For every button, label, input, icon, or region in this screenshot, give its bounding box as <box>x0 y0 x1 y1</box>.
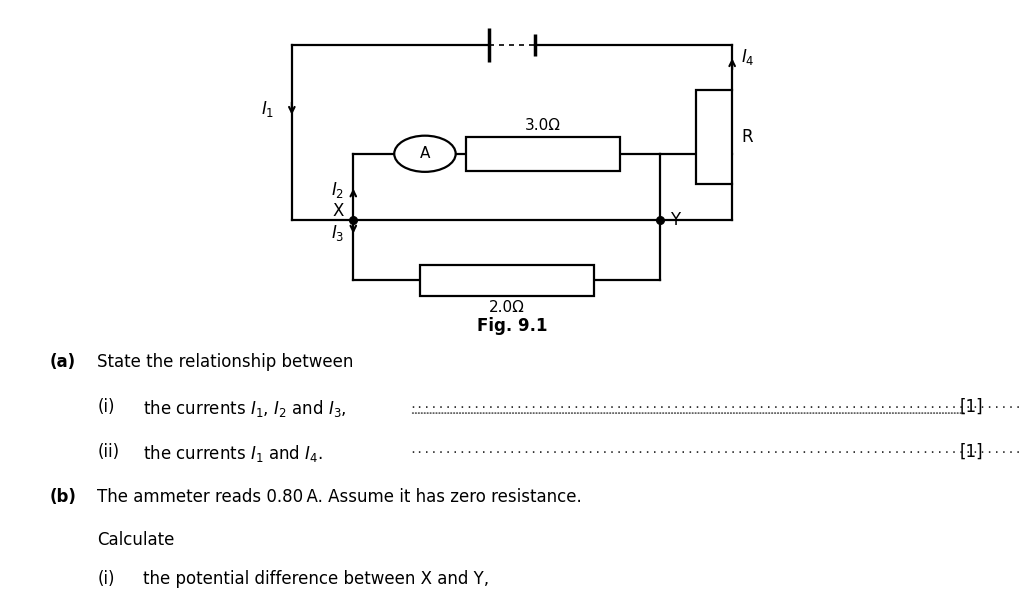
Text: $I_2$: $I_2$ <box>331 180 344 200</box>
Text: $I_3$: $I_3$ <box>331 223 344 244</box>
Text: $I_4$: $I_4$ <box>741 47 755 68</box>
Text: 2.0Ω: 2.0Ω <box>488 300 525 315</box>
Text: the currents $I_1$ and $I_4$.: the currents $I_1$ and $I_4$. <box>143 443 324 464</box>
Text: The ammeter reads 0.80 A. Assume it has zero resistance.: The ammeter reads 0.80 A. Assume it has … <box>97 488 582 507</box>
Text: X: X <box>333 202 344 220</box>
Text: Y: Y <box>670 211 680 229</box>
Text: (ii): (ii) <box>97 443 120 461</box>
Bar <box>696 90 732 184</box>
Text: [1]: [1] <box>959 443 983 461</box>
Text: the potential difference between X and Y,: the potential difference between X and Y… <box>143 570 489 588</box>
Text: Fig. 9.1: Fig. 9.1 <box>477 317 547 335</box>
Text: the currents $I_1$, $I_2$ and $I_3$,: the currents $I_1$, $I_2$ and $I_3$, <box>143 398 347 419</box>
Text: [1]: [1] <box>959 398 983 416</box>
Text: (i): (i) <box>97 570 115 588</box>
Text: ................................................................................: ........................................… <box>410 398 1024 411</box>
Text: R: R <box>741 128 753 146</box>
Circle shape <box>394 136 456 172</box>
Text: State the relationship between: State the relationship between <box>97 353 353 371</box>
Text: ................................................................................: ........................................… <box>410 443 1024 456</box>
Text: (b): (b) <box>49 488 76 507</box>
Bar <box>420 265 594 296</box>
Text: 3.0Ω: 3.0Ω <box>524 118 561 133</box>
Bar <box>466 137 620 171</box>
Text: Calculate: Calculate <box>97 531 175 549</box>
Text: $I_1$: $I_1$ <box>261 98 274 119</box>
Text: (a): (a) <box>49 353 76 371</box>
Text: (i): (i) <box>97 398 115 416</box>
Text: A: A <box>420 147 430 161</box>
